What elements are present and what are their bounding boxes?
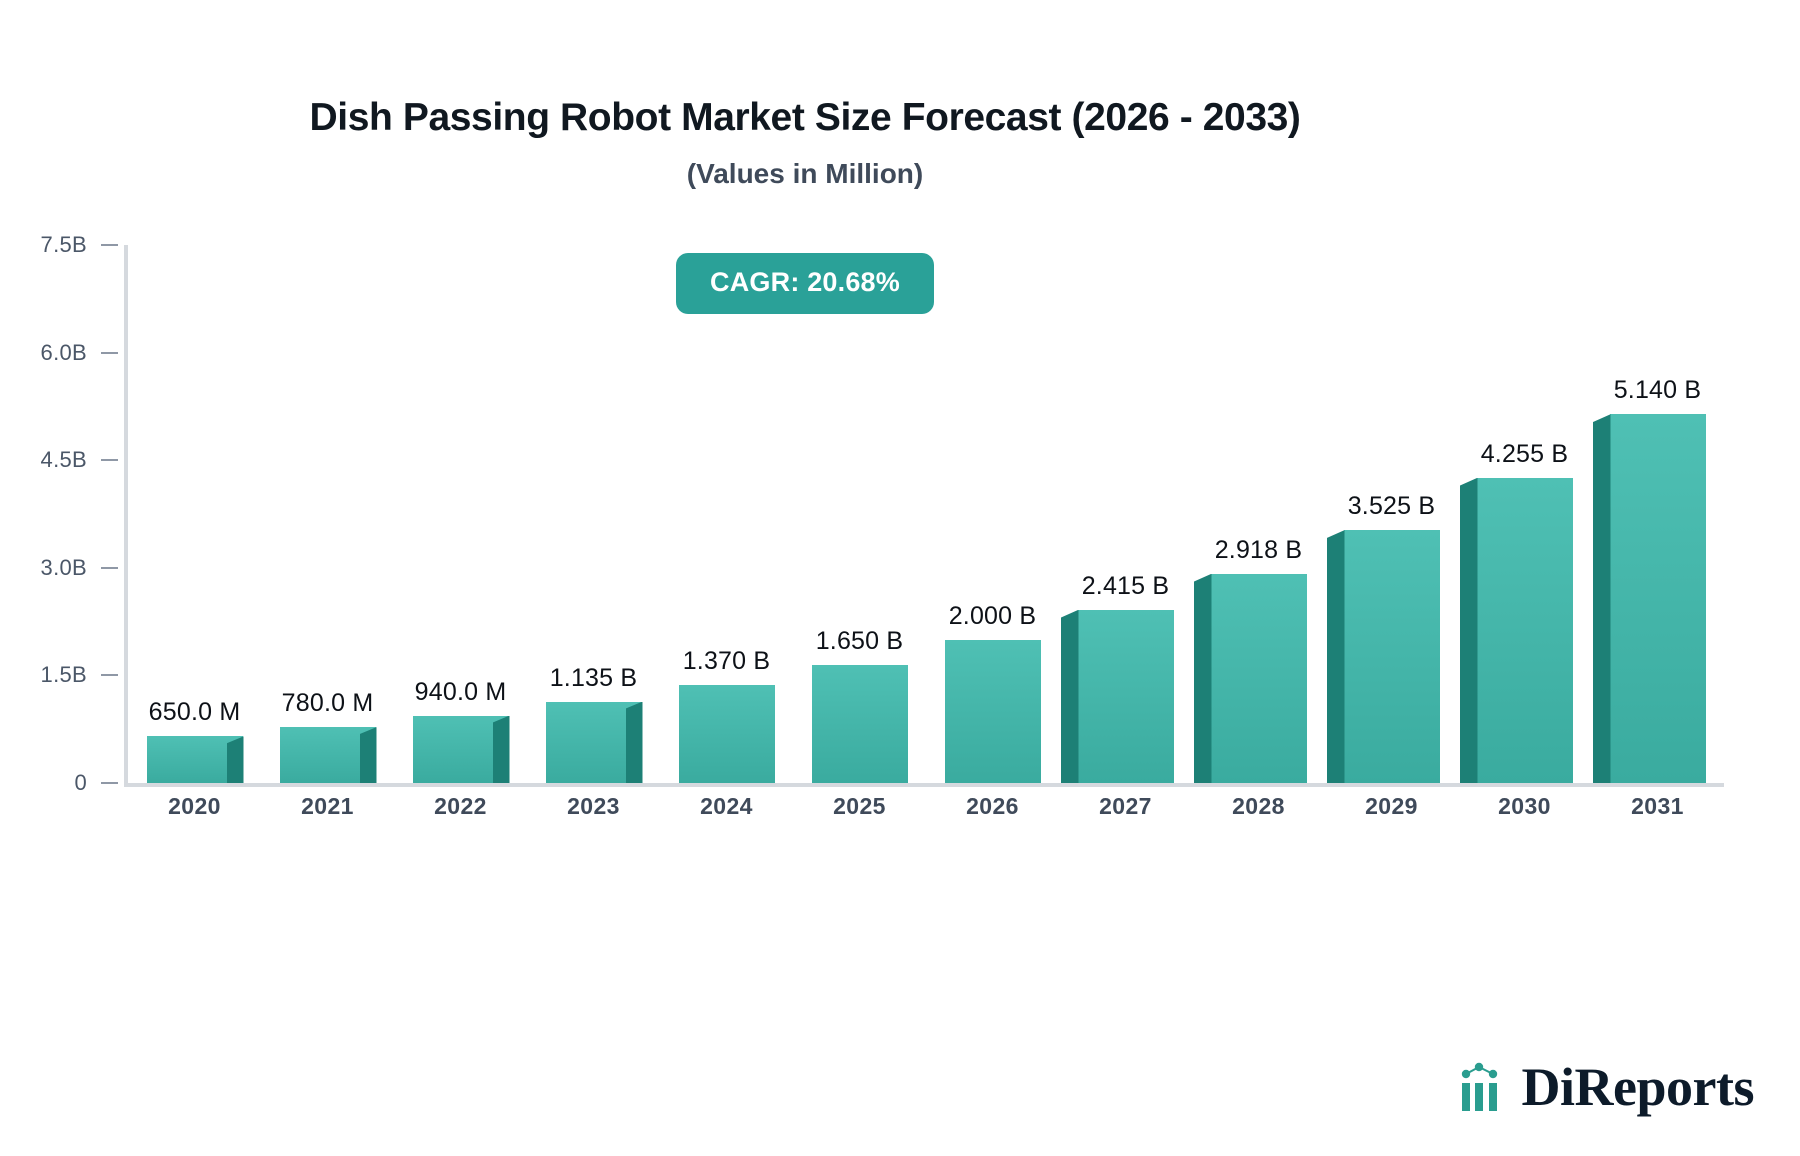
bar-value-label: 5.140 B: [1613, 376, 1702, 405]
x-axis-label: 2021: [301, 793, 354, 819]
bar-column[interactable]: 1.135 B: [545, 664, 642, 783]
y-axis-tick-dash: [101, 674, 118, 677]
bar[interactable]: [412, 715, 509, 783]
bar[interactable]: [1210, 573, 1307, 783]
y-axis-tick-label: 7.5B: [40, 232, 87, 257]
bar-column[interactable]: 5.140 B: [1609, 376, 1706, 783]
bar-value-label: 2.918 B: [1214, 535, 1303, 564]
bar-slot[interactable]: 1.135 B: [527, 245, 660, 783]
x-axis-labels: 2020 2021 2022 2023 2024 2025 2026 2027 2028 2029…: [128, 793, 1724, 820]
bar[interactable]: [1343, 530, 1440, 783]
bar-value-label: 2.415 B: [1081, 571, 1170, 600]
bar-slot[interactable]: 3.525 B: [1325, 245, 1458, 783]
bar-slot[interactable]: 940.0 M: [394, 245, 527, 783]
logo-text: DiReports: [1521, 1057, 1755, 1117]
y-axis-tick: 1.5B: [41, 662, 118, 688]
y-axis-tick: 7.5B: [41, 232, 118, 258]
x-axis-label: 2029: [1365, 793, 1418, 819]
cagr-badge: CAGR: 20.68%: [676, 253, 934, 314]
y-axis-tick: 6.0B: [41, 340, 118, 366]
bar[interactable]: [678, 684, 775, 783]
y-axis-tick-dash: [101, 351, 118, 354]
bar-chart-logo-icon: [1461, 1062, 1497, 1111]
bar-value-label: 4.255 B: [1480, 439, 1569, 468]
y-axis-tick-dash: [101, 244, 118, 246]
y-axis-line: [124, 245, 128, 785]
x-axis-label: 2024: [700, 793, 753, 819]
bar-slot[interactable]: 780.0 M: [261, 245, 394, 783]
chart-subtitle: (Values in Million): [686, 157, 924, 189]
bar-slot[interactable]: 5.140 B: [1591, 245, 1724, 783]
bar-slot[interactable]: 1.650 B: [793, 245, 926, 783]
direports-logo: DiReports: [1460, 1057, 1755, 1117]
bar-column[interactable]: 1.650 B: [811, 627, 908, 783]
x-axis-label: 2028: [1232, 793, 1285, 819]
bar-slot[interactable]: 2.415 B: [1059, 245, 1192, 783]
bar-slot[interactable]: 4.255 B: [1458, 245, 1591, 783]
plot-area: 0 1.5B 3.0B 4.5B 6.0B 7.5B 650.0 M 780.0 M 940.…: [0, 232, 1800, 895]
bar[interactable]: [944, 639, 1041, 783]
bar-slot[interactable]: 1.370 B: [660, 245, 793, 783]
bar-value-label: 3.525 B: [1347, 492, 1436, 521]
bar-value-label: 2.000 B: [948, 601, 1037, 630]
y-axis-tick-label: 4.5B: [40, 447, 87, 473]
chart-header: Dish Passing Robot Market Size Forecast …: [0, 96, 1610, 190]
y-axis-tick-label: 3.0B: [40, 554, 87, 580]
x-axis-label: 2030: [1498, 793, 1551, 819]
bar-column[interactable]: 650.0 M: [146, 698, 243, 783]
x-axis-label: 2026: [966, 793, 1019, 819]
x-axis-label: 2020: [168, 793, 221, 819]
bar-column[interactable]: 940.0 M: [412, 678, 509, 783]
x-axis-line: [124, 783, 1724, 787]
bar-column[interactable]: 3.525 B: [1343, 492, 1440, 783]
bar-value-label: 1.650 B: [815, 626, 904, 655]
x-axis-label: 2025: [833, 793, 886, 819]
bar-column[interactable]: 2.000 B: [944, 602, 1041, 783]
bar-value-label: 650.0 M: [148, 698, 241, 727]
bar[interactable]: [545, 701, 642, 783]
bar[interactable]: [1476, 477, 1573, 783]
bar-column[interactable]: 2.918 B: [1210, 536, 1307, 783]
bar-column[interactable]: 2.415 B: [1077, 572, 1174, 783]
bar[interactable]: [1609, 414, 1706, 783]
bar-column[interactable]: 780.0 M: [279, 689, 376, 783]
cagr-badge-container: CAGR: 20.68%: [0, 253, 1610, 314]
y-axis-tick: 0: [74, 770, 118, 796]
bar-value-label: 780.0 M: [281, 689, 374, 718]
y-axis-tick-dash: [101, 566, 118, 569]
bar-column[interactable]: 4.255 B: [1476, 440, 1573, 783]
bar-value-label: 1.135 B: [549, 663, 638, 692]
bar-slot[interactable]: 650.0 M: [128, 245, 261, 783]
y-axis-tick: 3.0B: [41, 555, 118, 581]
bar[interactable]: [811, 664, 908, 783]
chart-title: Dish Passing Robot Market Size Forecast …: [309, 96, 1301, 139]
y-axis-tick-label: 1.5B: [40, 662, 87, 688]
bar-column[interactable]: 1.370 B: [678, 647, 775, 783]
x-axis-label: 2022: [434, 793, 487, 819]
x-axis-label: 2023: [567, 793, 620, 819]
bar[interactable]: [279, 727, 376, 783]
y-axis-tick-dash: [101, 459, 118, 462]
y-axis-ticks: 0 1.5B 3.0B 4.5B 6.0B 7.5B: [0, 232, 118, 895]
y-axis-tick-dash: [101, 782, 118, 784]
x-axis-label: 2031: [1631, 793, 1684, 819]
bar-value-label: 940.0 M: [414, 677, 507, 706]
bar-slot[interactable]: 2.918 B: [1192, 245, 1325, 783]
bar-series: 650.0 M 780.0 M 940.0 M 1.135 B 1.370 B 1.650…: [128, 245, 1724, 783]
bar[interactable]: [146, 736, 243, 783]
bar[interactable]: [1077, 609, 1174, 783]
bar-value-label: 1.370 B: [682, 646, 771, 675]
y-axis-tick: 4.5B: [41, 447, 118, 473]
x-axis-label: 2027: [1099, 793, 1152, 819]
y-axis-tick-label: 6.0B: [40, 339, 87, 365]
y-axis-tick-label: 0: [74, 770, 87, 795]
bar-slot[interactable]: 2.000 B: [926, 245, 1059, 783]
